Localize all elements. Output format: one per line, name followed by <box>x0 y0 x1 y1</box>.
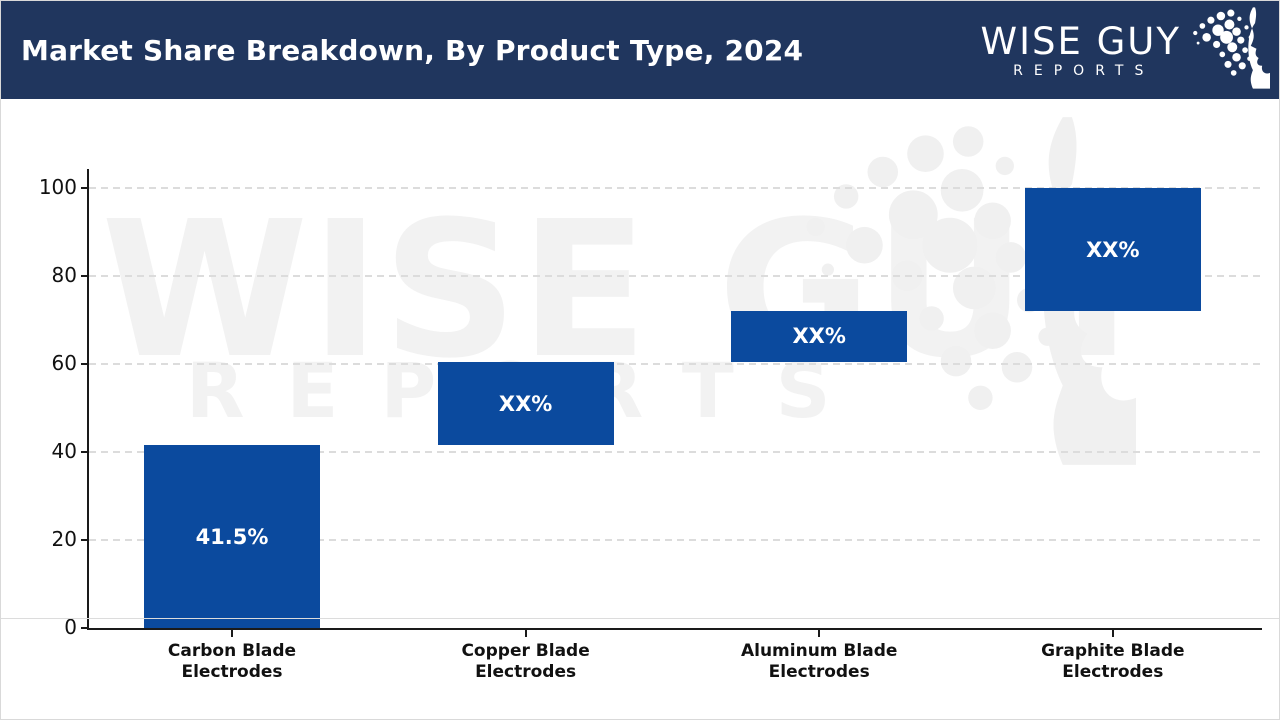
y-tick-label: 0 <box>64 615 77 639</box>
bar-value-label: XX% <box>792 324 846 349</box>
y-tick-mark <box>81 363 89 365</box>
bar-segment: XX% <box>731 311 908 362</box>
gridline <box>89 187 1262 189</box>
bar-segment: XX% <box>437 361 614 446</box>
y-tick-mark <box>81 451 89 453</box>
y-tick-label: 60 <box>51 351 77 375</box>
bar-segment: XX% <box>1024 188 1201 312</box>
gridline <box>89 363 1262 365</box>
y-axis-line <box>87 169 89 630</box>
y-tick-mark <box>81 539 89 541</box>
y-tick-mark <box>81 275 89 277</box>
brand-logo: WISE GUY REPORTS <box>981 6 1279 94</box>
brand-name: WISE GUY <box>980 19 1181 63</box>
y-tick-label: 80 <box>51 263 77 287</box>
y-tick-label: 100 <box>38 175 77 199</box>
x-axis-line <box>87 628 1262 630</box>
figure-bottom-border <box>1 618 1279 619</box>
y-tick-label: 40 <box>51 439 77 463</box>
gridline <box>89 539 1262 541</box>
x-category-label: Aluminum Blade Electrodes <box>740 641 898 683</box>
gridline <box>89 451 1262 453</box>
chart-title: Market Share Breakdown, By Product Type,… <box>21 33 804 67</box>
bar-value-label: XX% <box>498 391 553 416</box>
gridline <box>89 275 1262 277</box>
x-tick-mark <box>1111 629 1114 637</box>
x-tick-mark <box>231 629 233 637</box>
bar-value-label: 41.5% <box>195 524 269 549</box>
brand-logo-text: WISE GUY REPORTS <box>981 23 1181 78</box>
face-dots-icon <box>1185 6 1271 94</box>
y-tick-mark <box>81 627 89 629</box>
bar-segment: 41.5% <box>144 445 320 628</box>
header: Market Share Breakdown, By Product Type,… <box>1 1 1279 99</box>
x-tick-mark <box>818 629 821 637</box>
brand-subname: REPORTS <box>1013 62 1155 79</box>
bar-value-label: XX% <box>1086 237 1140 262</box>
y-tick-mark <box>81 187 89 189</box>
x-tick-mark <box>524 629 527 637</box>
x-category-label: Copper Blade Electrodes <box>461 641 590 683</box>
x-category-label: Graphite Blade Electrodes <box>1041 641 1185 683</box>
y-tick-label: 20 <box>51 527 77 551</box>
x-category-label: Carbon Blade Electrodes <box>167 641 297 683</box>
